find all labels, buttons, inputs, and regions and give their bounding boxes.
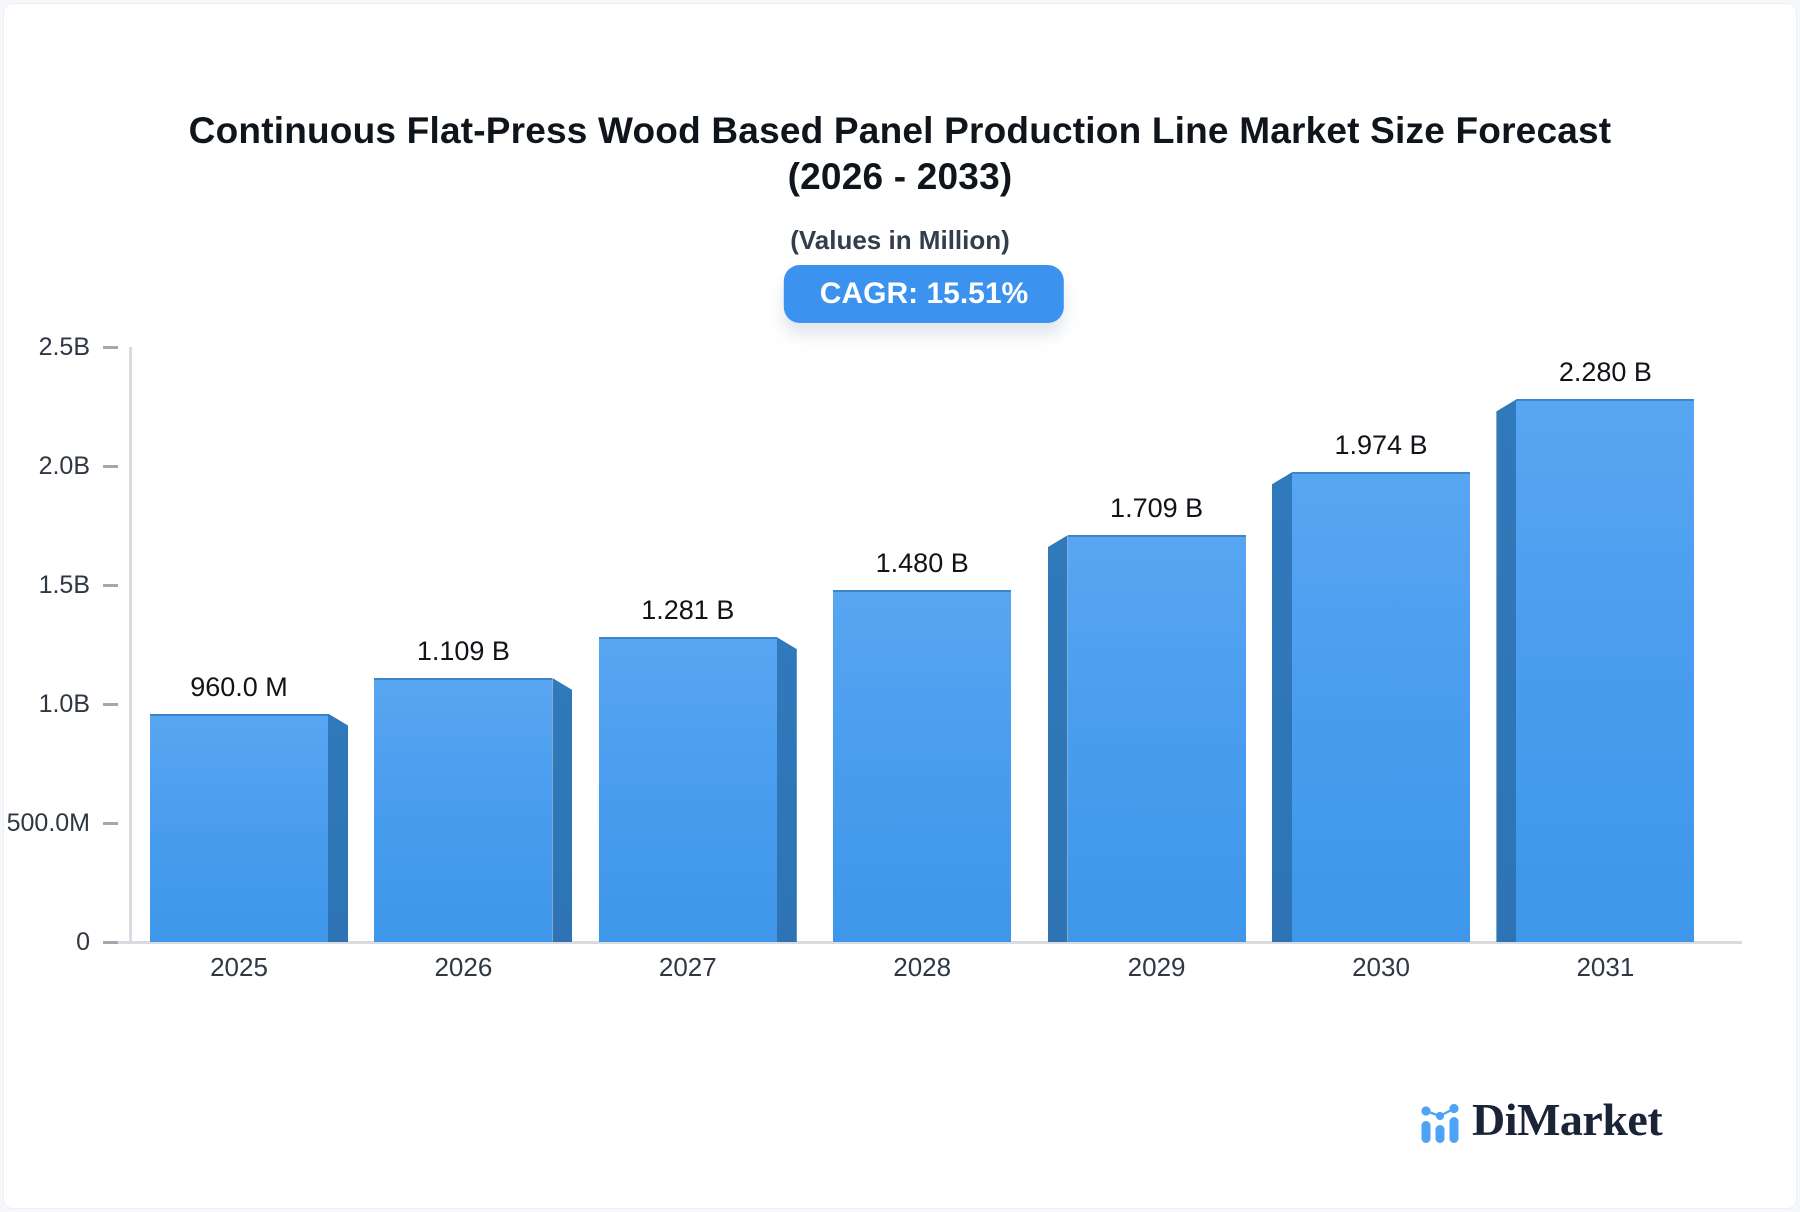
bar-2026[interactable] xyxy=(374,678,553,942)
x-tick-label-2025: 2025 xyxy=(210,952,268,982)
dimarket-logo: DiMarket xyxy=(1420,1094,1663,1145)
bar-value-label-2028: 1.480 B xyxy=(875,547,969,578)
y-tick-label: 1.5B xyxy=(38,570,90,599)
y-tick-label: 500.0M xyxy=(6,808,90,837)
y-tick-label: 2.5B xyxy=(38,332,90,361)
y-axis-line xyxy=(129,347,132,942)
bar-2031-3d-side xyxy=(1496,399,1517,942)
bar-2031[interactable] xyxy=(1516,399,1695,942)
bar-2025[interactable] xyxy=(150,713,328,942)
y-tick-mark xyxy=(103,940,118,944)
bar-2026-3d-side xyxy=(552,678,573,942)
bar-value-label-2026: 1.109 B xyxy=(416,636,510,667)
x-tick-label-2026: 2026 xyxy=(434,952,493,982)
y-tick-label: 0 xyxy=(76,927,90,956)
bar-value-label-2025: 960.0 M xyxy=(190,671,288,702)
chart-title-line1: Continuous Flat-Press Wood Based Panel P… xyxy=(188,110,1612,151)
bar-2029-3d-side xyxy=(1047,535,1068,942)
y-tick-mark xyxy=(103,345,118,349)
x-tick-label-2030: 2030 xyxy=(1352,952,1410,982)
bar-value-label-2029: 1.709 B xyxy=(1110,493,1204,524)
cagr-badge: CAGR: 15.51% xyxy=(783,265,1065,323)
bar-chart-logo-icon xyxy=(1420,1103,1461,1143)
bar-2029[interactable] xyxy=(1067,535,1246,942)
y-tick-label: 1.0B xyxy=(38,689,90,718)
y-tick-label: 2.0B xyxy=(38,451,90,480)
y-tick-mark xyxy=(103,464,118,468)
logo-text: DiMarket xyxy=(1472,1094,1663,1145)
x-tick-label-2028: 2028 xyxy=(893,952,952,982)
bar-2027-3d-side xyxy=(776,637,797,942)
x-tick-label-2029: 2029 xyxy=(1127,952,1186,982)
bar-value-label-2031: 2.280 B xyxy=(1558,357,1652,388)
bar-2027[interactable] xyxy=(598,637,777,942)
bar-value-label-2030: 1.974 B xyxy=(1334,430,1428,461)
bar-2028[interactable] xyxy=(833,589,1012,942)
bar-2025-3d-side xyxy=(328,713,348,942)
chart-title-line2: (2026 - 2033) xyxy=(787,156,1013,197)
y-tick-mark xyxy=(103,702,118,706)
x-tick-label-2031: 2031 xyxy=(1576,952,1635,982)
x-axis-line xyxy=(116,941,1742,944)
bar-2030-3d-side xyxy=(1272,472,1292,942)
chart-subtitle: (Values in Million) xyxy=(790,225,1010,255)
bar-2030[interactable] xyxy=(1292,472,1470,942)
bar-value-label-2027: 1.281 B xyxy=(641,595,735,626)
x-tick-label-2027: 2027 xyxy=(658,952,717,982)
y-tick-mark xyxy=(103,821,118,825)
y-tick-mark xyxy=(103,583,118,587)
